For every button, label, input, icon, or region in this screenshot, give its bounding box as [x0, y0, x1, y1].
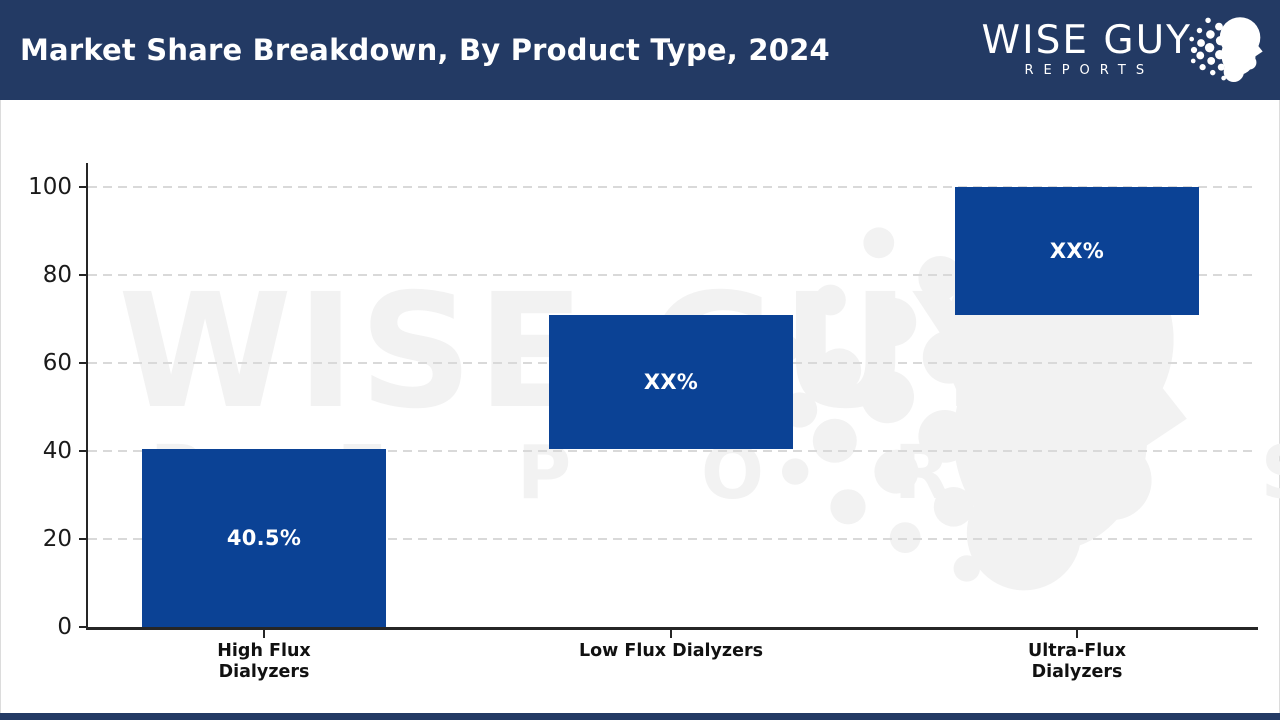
y-tick-label-0: 0 — [57, 614, 72, 640]
bar-low-flux-dialyzers: XX% — [549, 314, 793, 449]
header-band: Market Share Breakdown, By Product Type,… — [0, 0, 1280, 100]
x-axis-line — [86, 627, 1258, 630]
y-tick-60 — [79, 362, 87, 364]
wiseguy-logo-text: WISE GUY REPORTS — [981, 17, 1192, 80]
x-axis-label-1: Low Flux Dialyzers — [578, 641, 764, 661]
y-tick-80 — [79, 274, 87, 276]
y-tick-100 — [79, 186, 87, 188]
y-tick-40 — [79, 450, 87, 452]
y-tick-label-40: 40 — [42, 438, 72, 464]
wiseguy-face-icon — [1189, 17, 1263, 82]
bar-ultra-flux-dialyzers: XX% — [955, 187, 1199, 315]
bar-value-label: XX% — [643, 369, 699, 394]
x-tick-0 — [263, 630, 265, 638]
footer-band — [0, 713, 1280, 720]
x-axis-label-2: Ultra-Flux Dialyzers — [1028, 641, 1126, 682]
page-title: Market Share Breakdown, By Product Type,… — [20, 33, 830, 67]
y-tick-label-100: 100 — [28, 174, 72, 200]
gridline-20 — [88, 538, 1256, 540]
gridline-40 — [88, 450, 1256, 452]
x-tick-2 — [1076, 630, 1078, 638]
bar-high-flux-dialyzers: 40.5% — [142, 448, 386, 627]
y-tick-label-20: 20 — [42, 526, 72, 552]
x-tick-1 — [670, 630, 672, 638]
gridline-80 — [88, 274, 1256, 276]
logo-tagline: REPORTS — [1024, 62, 1155, 78]
y-tick-label-60: 60 — [42, 350, 72, 376]
bar-value-label: 40.5% — [226, 525, 302, 550]
logo-name: WISE GUY — [981, 17, 1192, 63]
bar-value-label: XX% — [1049, 238, 1105, 263]
y-tick-label-80: 80 — [42, 262, 72, 288]
y-tick-0 — [79, 626, 87, 628]
y-tick-20 — [79, 538, 87, 540]
y-axis-line — [86, 163, 88, 630]
gridline-100 — [88, 186, 1256, 188]
wiseguy-logo: WISE GUY REPORTS — [982, 0, 1266, 100]
x-axis-label-0: High Flux Dialyzers — [217, 641, 311, 682]
